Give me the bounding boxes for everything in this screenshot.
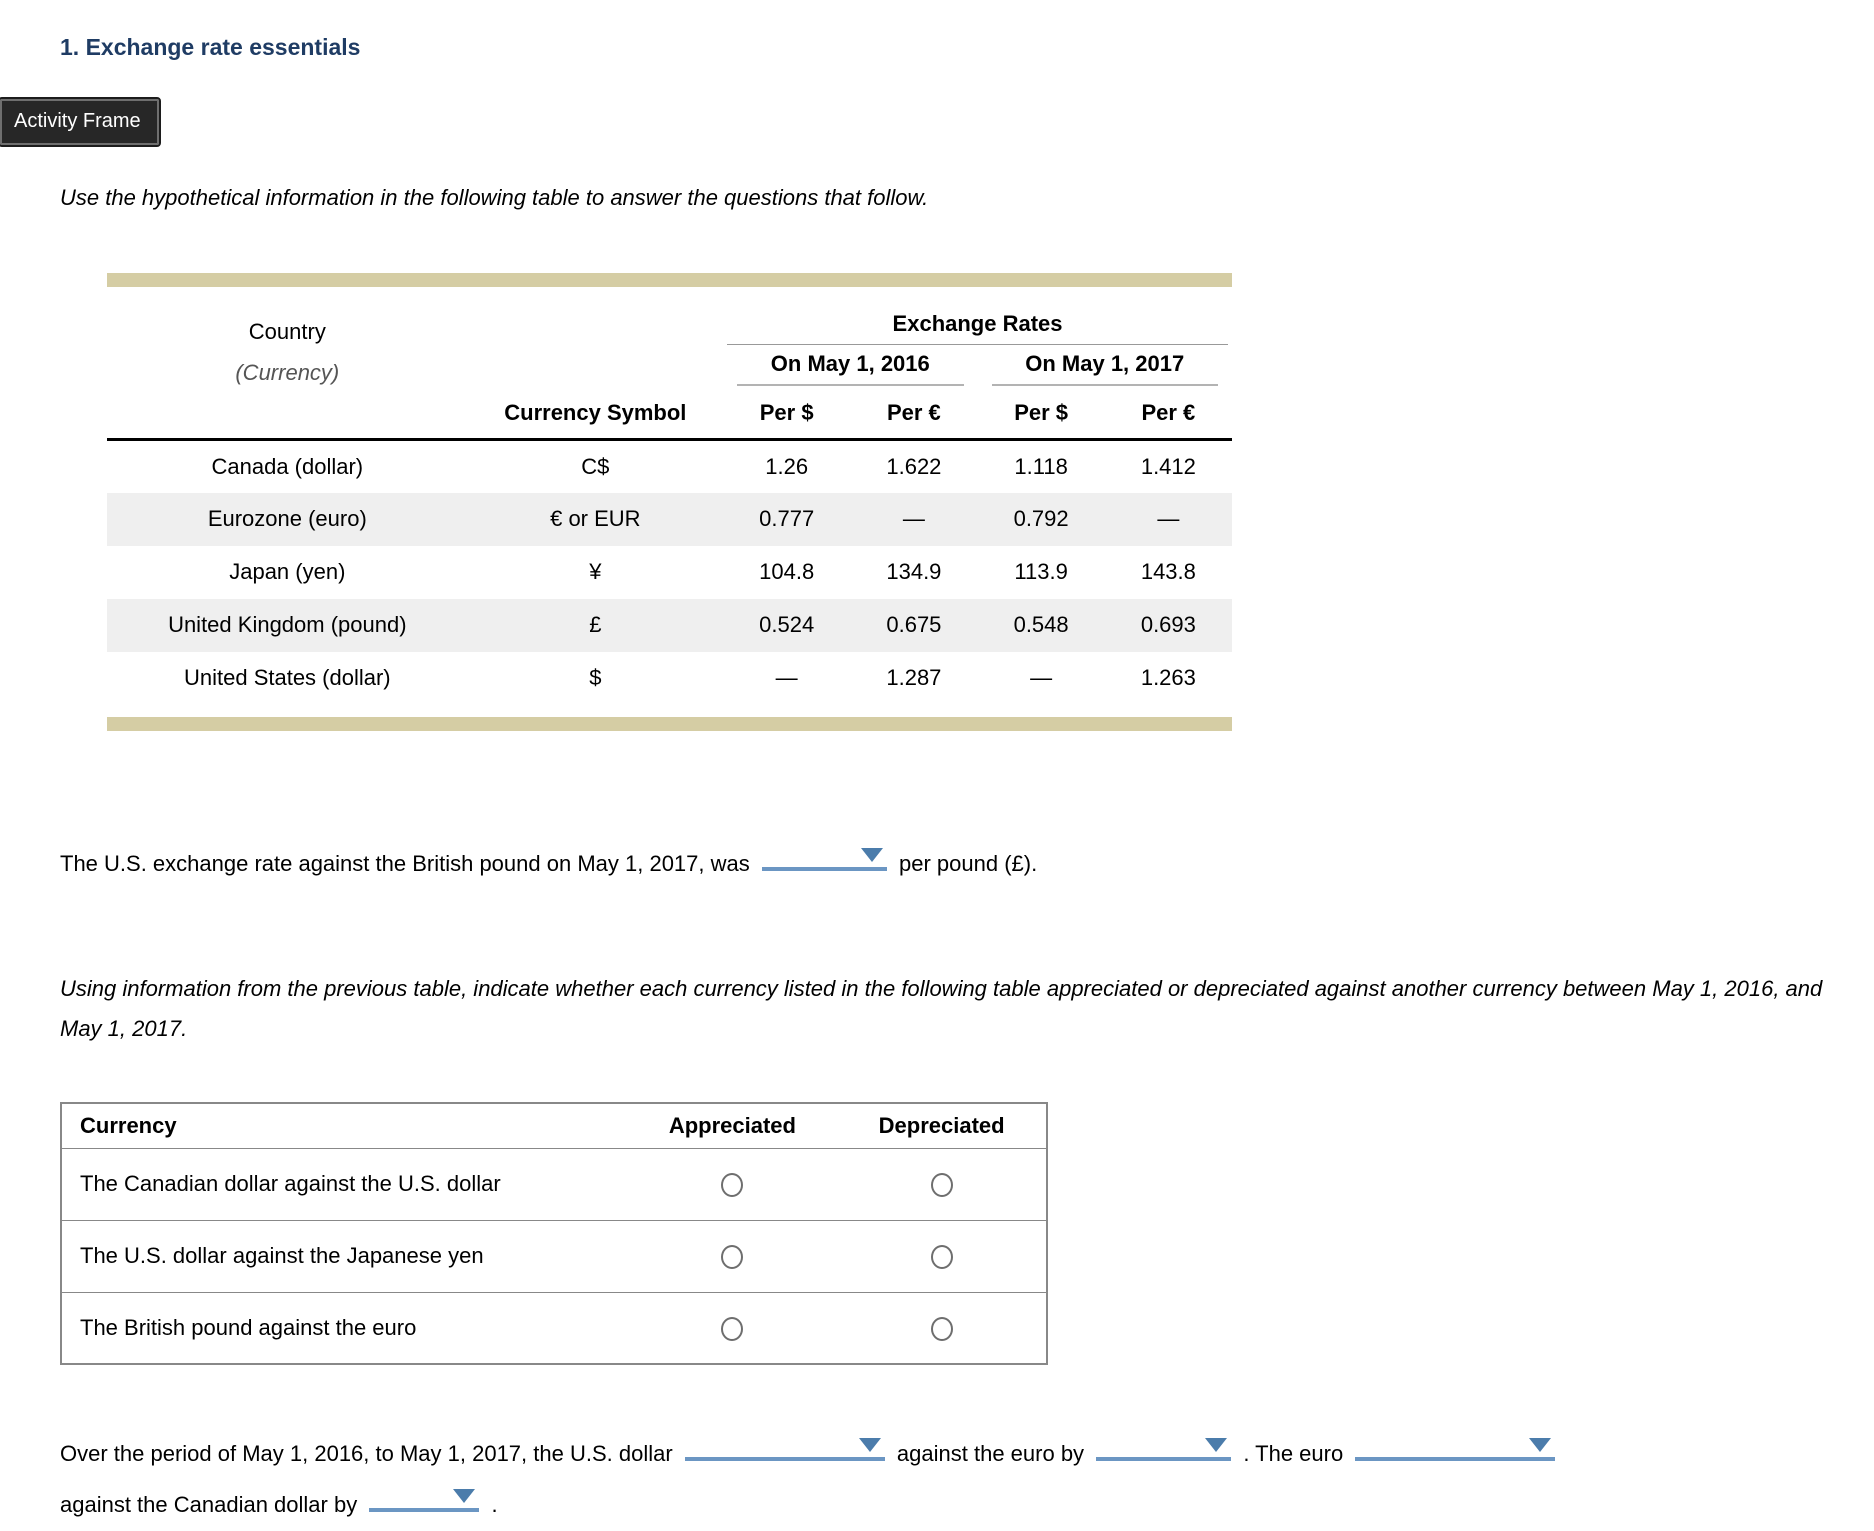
col-header-per-dollar-2017: Per $ [977,386,1105,441]
rate-cell: 0.548 [977,598,1105,652]
rate-cell: 0.693 [1104,598,1232,652]
table-row: United Kingdom (pound) £ 0.524 0.675 0.5… [107,598,1232,652]
usd-vs-euro-percent-dropdown[interactable] [1096,1437,1232,1462]
dropdown-arrow-icon [1205,1438,1228,1453]
rate-cell: — [1030,665,1053,690]
appreciation-table: Currency Appreciated Depreciated The Can… [60,1101,1048,1366]
rate-cell: — [1104,492,1232,546]
intro-instruction: Use the hypothetical information in the … [60,185,929,210]
radio-appreciated[interactable] [721,1173,744,1198]
rate-cell: 1.622 [886,453,942,479]
col-header-country: Country [248,319,326,344]
table-bottom-accent-bar [107,716,1232,731]
dropdown-arrow-icon [858,1438,881,1453]
question-2-part2: against the euro by [896,1441,1085,1467]
rate-cell: 1.26 [765,453,809,479]
col-header-per-euro-2017: Per € [1104,386,1232,441]
rate-cell: 1.287 [886,665,942,690]
exchange-rates-table: Country Exchange Rates (Currency) On May… [107,287,1232,705]
table-row: The U.S. dollar against the Japanese yen [61,1220,1047,1293]
question-2: Over the period of May 1, 2016, to May 1… [60,1429,1874,1530]
col-header-may-2017: On May 1, 2017 [991,351,1218,386]
exchange-rates-table-container: Country Exchange Rates (Currency) On May… [107,273,1232,731]
radio-appreciated[interactable] [721,1317,744,1342]
page-title: 1. Exchange rate essentials [60,34,361,60]
radio-depreciated[interactable] [930,1245,953,1270]
question-1-text-after: per pound (£). [899,850,1038,876]
table-top-accent-bar [107,273,1232,287]
question-1-text-before: The U.S. exchange rate against the Briti… [60,850,750,876]
instruction-2: Using information from the previous tabl… [60,975,1823,1042]
rate-cell: — [850,492,978,546]
col-header-exchange-rates: Exchange Rates [727,311,1228,345]
table-row: United States (dollar) $ — 1.287 — 1.263 [107,652,1232,705]
question-2-line2: against the Canadian dollar by [60,1491,358,1517]
rate-cell: 0.675 [850,598,978,652]
radio-depreciated[interactable] [930,1173,953,1198]
rate-cell: — [775,665,798,690]
country-cell: Eurozone (euro) [107,492,468,546]
symbol-cell: C$ [581,453,610,479]
col-header-depreciated: Depreciated [837,1102,1047,1149]
question-1: The U.S. exchange rate against the Briti… [60,847,1874,877]
rate-cell: 143.8 [1140,559,1196,584]
col-header-per-dollar-2016: Per $ [723,386,851,441]
col-header-currency: (Currency) [235,360,340,385]
euro-vs-cad-dropdown[interactable] [1355,1437,1556,1462]
rate-cell: 1.412 [1140,453,1196,479]
question-2-part1: Over the period of May 1, 2016, to May 1… [60,1441,673,1467]
dropdown-arrow-icon [453,1488,476,1503]
radio-depreciated[interactable] [930,1317,953,1342]
table-row: Japan (yen) ¥ 104.8 134.9 113.9 143.8 [107,546,1232,599]
col-header-may-2016: On May 1, 2016 [737,351,964,386]
euro-vs-cad-percent-dropdown[interactable] [369,1488,480,1512]
rate-cell: 104.8 [759,559,815,584]
symbol-cell: ¥ [589,559,602,584]
dropdown-arrow-icon [860,847,883,862]
table-row: The British pound against the euro [61,1292,1047,1365]
usd-vs-euro-dropdown[interactable] [684,1437,885,1462]
dropdown-arrow-icon [1529,1438,1552,1453]
rate-cell: 0.792 [977,492,1105,546]
question-2-part3: . The euro [1243,1441,1344,1467]
country-cell: Japan (yen) [229,559,346,584]
symbol-cell: £ [467,598,724,652]
radio-appreciated[interactable] [721,1245,744,1270]
col-header-currency-symbol: Currency Symbol [467,386,724,441]
rate-cell: 0.524 [723,598,851,652]
rate-cell: 134.9 [886,559,942,584]
rate-cell: 1.263 [1140,665,1196,690]
rate-cell: 1.118 [1014,453,1068,479]
currency-pair-label: The British pound against the euro [61,1292,628,1365]
currency-pair-label: The Canadian dollar against the U.S. dol… [61,1148,628,1221]
rate-cell: 113.9 [1014,559,1068,584]
table-row: Canada (dollar) C$ 1.26 1.622 1.118 1.41… [107,440,1232,493]
col-header-per-euro-2016: Per € [850,386,978,441]
country-cell: Canada (dollar) [211,453,364,479]
rate-cell: 0.777 [723,492,851,546]
symbol-cell: € or EUR [467,492,724,546]
question-2-line2-end: . [491,1491,498,1517]
us-pound-rate-dropdown[interactable] [761,847,887,871]
currency-pair-label: The U.S. dollar against the Japanese yen [61,1220,628,1293]
table-row: Eurozone (euro) € or EUR 0.777 — 0.792 — [107,492,1232,546]
col-header-currency-pair: Currency [61,1102,628,1149]
table-row: The Canadian dollar against the U.S. dol… [61,1148,1047,1221]
country-cell: United States (dollar) [183,665,391,690]
activity-frame-badge: Activity Frame [0,97,161,147]
symbol-cell: $ [589,665,602,690]
col-header-appreciated: Appreciated [627,1102,838,1149]
country-cell: United Kingdom (pound) [107,598,468,652]
